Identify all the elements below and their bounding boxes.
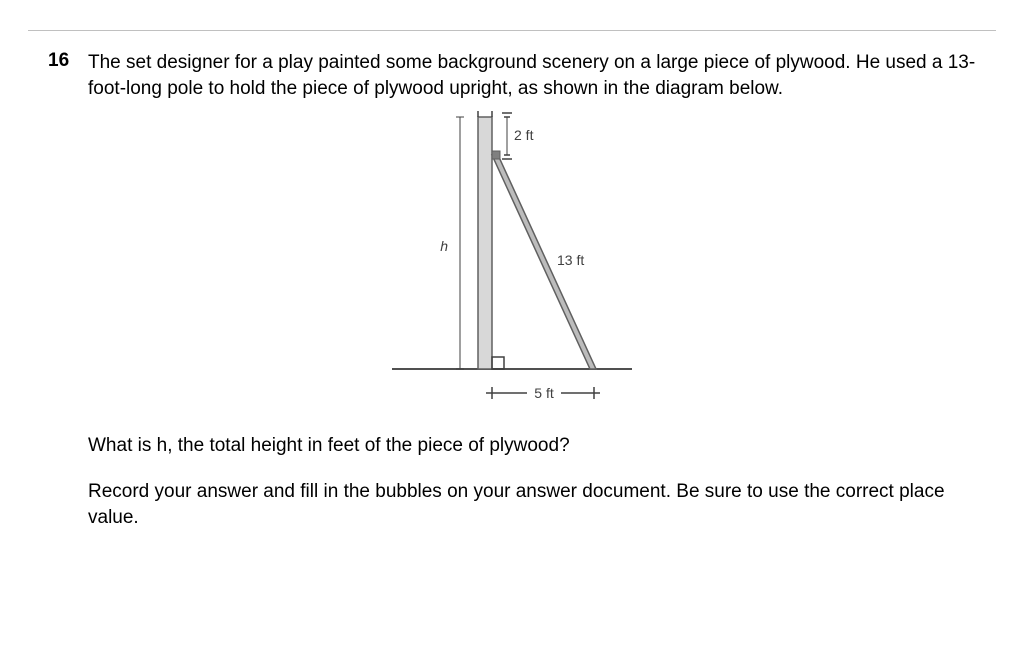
question-number: 16 <box>48 50 88 72</box>
question-block: 16 The set designer for a play painted s… <box>48 50 976 530</box>
pole-cap <box>492 151 500 159</box>
hypotenuse-label: 13 ft <box>557 252 584 268</box>
question-row: 16 The set designer for a play painted s… <box>48 50 976 101</box>
diagram-container: h 2 ft 13 ft 5 ft <box>48 107 976 417</box>
offset-label: 2 ft <box>514 127 534 143</box>
height-label: h <box>440 238 448 254</box>
answer-instructions: Record your answer and fill in the bubbl… <box>88 479 976 530</box>
base-label: 5 ft <box>534 385 554 401</box>
question-text: The set designer for a play painted some… <box>88 50 976 101</box>
geometry-diagram: h 2 ft 13 ft 5 ft <box>382 107 642 417</box>
right-angle-marker <box>492 357 504 369</box>
top-divider <box>28 30 996 31</box>
followup-question: What is h, the total height in feet of t… <box>88 433 976 459</box>
plywood <box>478 117 492 369</box>
